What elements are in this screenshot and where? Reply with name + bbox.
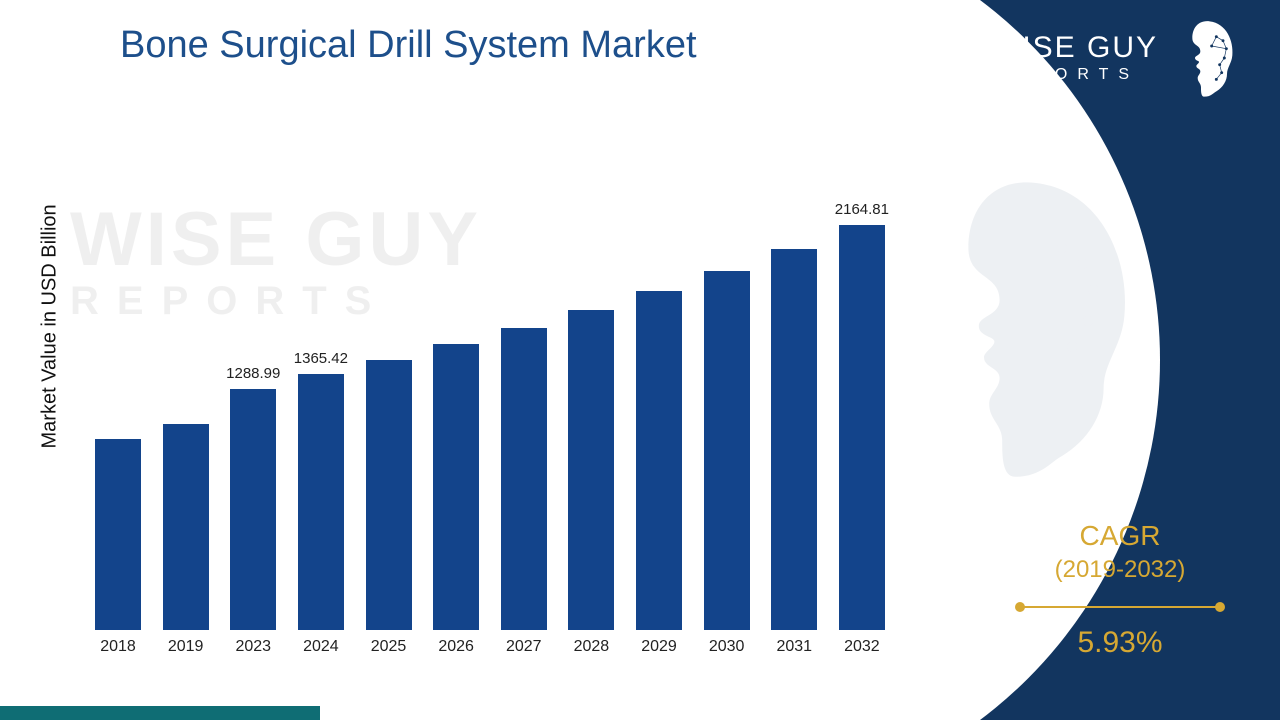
bar-slot: 2019 [163,424,209,630]
x-tick-label: 2032 [844,638,880,656]
bar [366,360,412,630]
cagr-title: CAGR [1000,520,1240,552]
logo-line1: WISE GUY [992,33,1158,63]
bar-slot: 2025 [366,360,412,630]
cagr-divider [1020,606,1220,608]
x-tick-label: 2028 [574,638,610,656]
x-tick-label: 2027 [506,638,542,656]
chart-title: Bone Surgical Drill System Market [120,24,697,67]
bar-slot: 2164.812032 [839,225,885,630]
x-tick-label: 2026 [438,638,474,656]
x-tick-label: 2019 [168,638,204,656]
bar [298,374,344,630]
bar [163,424,209,630]
x-tick-label: 2024 [303,638,339,656]
bar-slot: 2030 [704,271,750,630]
bar-slot: 1288.992023 [230,389,276,630]
bar-slot: 2026 [433,344,479,630]
y-axis-label: Market Value in USD Billion [39,204,62,448]
brand-logo: WISE GUY REPORTS [992,18,1252,98]
cagr-block: CAGR (2019-2032) 5.93% [1000,520,1240,660]
x-tick-label: 2030 [709,638,745,656]
x-tick-label: 2029 [641,638,677,656]
bar [704,271,750,630]
bar [501,328,547,630]
x-tick-label: 2023 [235,638,271,656]
bar-slot: 1365.422024 [298,374,344,630]
bar-slot: 2029 [636,291,682,630]
bar-slot: 2027 [501,328,547,630]
bar [433,344,479,630]
bar [771,249,817,630]
bars-container: 2018 2019 1288.992023 1365.422024 2025 2026 20… [95,190,885,630]
bar-slot: 2018 [95,439,141,630]
bar [95,439,141,630]
x-tick-label: 2018 [100,638,136,656]
bar [568,310,614,630]
stage: WISE GUY REPORTS Bone Surgical Drill Sys… [0,0,1280,720]
x-tick-label: 2025 [371,638,407,656]
bar-value-label: 1288.99 [226,365,280,382]
logo-head-icon [1168,18,1238,98]
bottom-accent-bar [0,706,320,720]
x-tick-label: 2031 [776,638,812,656]
bar [839,225,885,630]
bar-value-label: 1365.42 [294,350,348,367]
watermark-head-icon [880,170,1140,470]
logo-line2: REPORTS [992,67,1158,83]
bar [636,291,682,630]
bar-chart: 2018 2019 1288.992023 1365.422024 2025 2026 20… [95,190,885,630]
bar [230,389,276,630]
bar-value-label: 2164.81 [835,201,889,218]
bar-slot: 2028 [568,310,614,630]
cagr-period: (2019-2032) [1000,556,1240,584]
bar-slot: 2031 [771,249,817,630]
cagr-value: 5.93% [1000,626,1240,660]
